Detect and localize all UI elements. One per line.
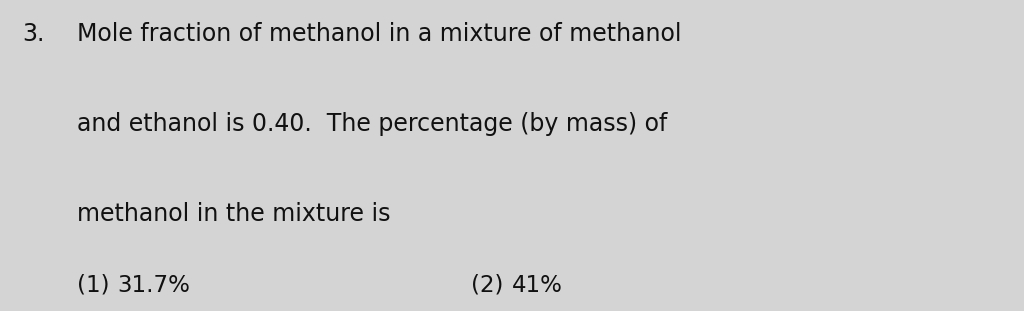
Text: and ethanol is 0.40.  The percentage (by mass) of: and ethanol is 0.40. The percentage (by … bbox=[77, 112, 668, 136]
Text: 3.: 3. bbox=[23, 22, 45, 46]
Text: 41%: 41% bbox=[512, 274, 563, 297]
Text: (2): (2) bbox=[471, 274, 504, 297]
Text: methanol in the mixture is: methanol in the mixture is bbox=[77, 202, 390, 226]
Text: (1): (1) bbox=[77, 274, 110, 297]
Text: Mole fraction of methanol in a mixture of methanol: Mole fraction of methanol in a mixture o… bbox=[77, 22, 681, 46]
Text: 31.7%: 31.7% bbox=[118, 274, 190, 297]
